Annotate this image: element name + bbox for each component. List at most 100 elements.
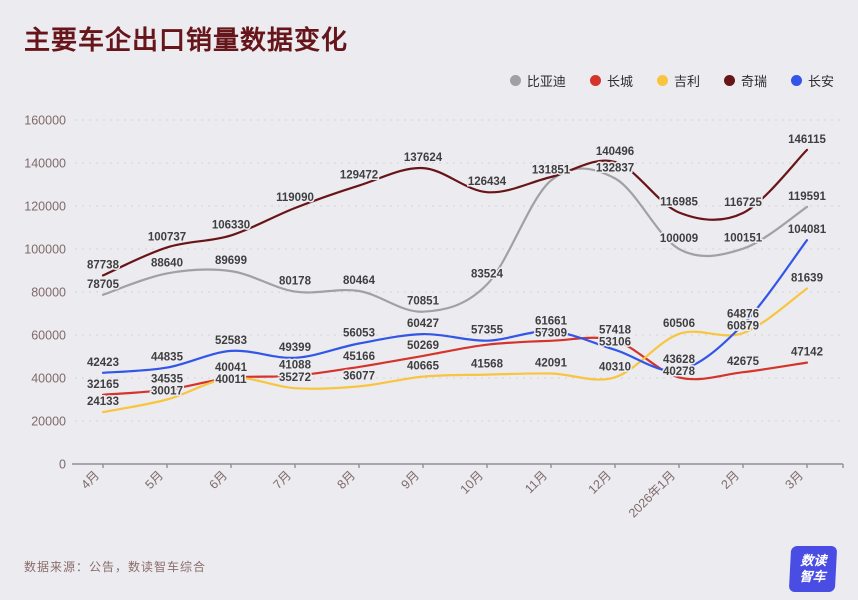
data-label-changan: 60427: [407, 318, 439, 330]
data-label-greatwall: 41088: [279, 360, 312, 372]
data-label-chery: 137624: [404, 152, 443, 164]
brand-logo-line1: 数读: [800, 552, 827, 568]
geely-legend-dot-icon: [656, 75, 668, 86]
y-axis-tick-label: 100000: [24, 243, 66, 257]
legend-label: 吉利: [673, 74, 700, 89]
chart-title: 主要车企出口销量数据变化: [24, 25, 349, 55]
x-axis-tick-label: 7月: [270, 468, 294, 492]
x-axis-tick-label: 10月: [458, 468, 487, 497]
data-label-chery: 87738: [87, 259, 120, 271]
data-label-changan: 42423: [87, 357, 119, 369]
data-label-geely: 41568: [471, 359, 504, 371]
data-label-greatwall: 57418: [599, 325, 632, 337]
legend-label: 长安: [807, 74, 834, 89]
chery-legend-dot-icon: [723, 75, 735, 86]
data-label-byd: 78705: [87, 279, 120, 291]
data-label-chery: 140496: [596, 146, 634, 158]
data-label-geely: 36077: [343, 370, 375, 382]
data-label-byd: 100151: [724, 233, 763, 245]
series-line-greatwall: [101, 336, 809, 396]
legend-item-byd[interactable]: 比亚迪: [509, 71, 566, 90]
series-line-geely: [101, 287, 809, 414]
data-label-greatwall: 57309: [535, 327, 567, 339]
data-label-geely: 81639: [791, 273, 823, 285]
data-label-byd: 100009: [660, 233, 698, 245]
data-label-changan: 53106: [599, 337, 631, 349]
data-label-geely: 40011: [215, 374, 247, 386]
data-label-byd: 88640: [151, 257, 183, 269]
data-label-greatwall: 50269: [407, 340, 439, 352]
legend-item-greatwall[interactable]: 长城: [589, 71, 633, 90]
legend-label: 奇瑞: [740, 74, 767, 89]
data-label-chery: 116985: [660, 197, 698, 209]
x-axis-tick-label: 12月: [586, 468, 615, 497]
data-label-greatwall: 45166: [343, 351, 375, 363]
y-axis-tick-label: 40000: [31, 372, 66, 386]
data-label-geely: 60879: [727, 321, 759, 333]
x-axis-tick-label: 8月: [334, 468, 358, 492]
data-label-byd: 132837: [596, 162, 634, 174]
data-label-geely: 40665: [407, 361, 440, 373]
data-label-geely: 40310: [599, 361, 631, 373]
data-label-byd: 119591: [788, 191, 826, 203]
changan-legend-dot-icon: [790, 75, 802, 86]
series-line-changan: [101, 239, 809, 374]
data-label-greatwall: 40041: [215, 362, 248, 374]
data-label-byd: 131851: [532, 165, 571, 177]
data-label-changan: 56053: [343, 328, 375, 340]
data-label-geely: 60506: [663, 318, 695, 330]
data-label-changan: 52583: [215, 335, 247, 347]
data-label-greatwall: 42675: [727, 356, 760, 368]
data-label-changan: 61661: [535, 315, 568, 327]
y-axis-tick-label: 160000: [24, 114, 66, 128]
byd-legend-dot-icon: [509, 75, 521, 86]
y-axis-tick-label: 120000: [24, 200, 66, 214]
series-line-chery: [101, 148, 809, 277]
data-label-geely: 42091: [535, 358, 568, 370]
brand-logo-line2: 智车: [799, 569, 826, 584]
data-label-changan: 44835: [151, 352, 184, 364]
x-axis-tick-label: 4月: [78, 468, 102, 492]
data-label-chery: 146115: [788, 134, 826, 146]
data-label-geely: 30017: [151, 386, 183, 398]
brand-logo-icon: 数读 智车: [788, 546, 838, 592]
series-line-byd: [101, 167, 809, 313]
x-axis-tick-label: 2月: [718, 468, 742, 492]
legend-item-geely[interactable]: 吉利: [656, 71, 700, 90]
legend-item-chery[interactable]: 奇瑞: [723, 71, 767, 90]
x-axis-tick-label: 2026年1月: [626, 468, 678, 520]
legend-label: 比亚迪: [526, 74, 566, 89]
greatwall-legend-dot-icon: [589, 75, 601, 86]
data-label-changan: 49399: [279, 342, 311, 354]
data-label-greatwall: 40278: [663, 366, 696, 378]
y-axis-tick-label: 80000: [31, 286, 66, 300]
y-axis-tick-label: 0: [59, 458, 66, 472]
x-axis-tick-label: 9月: [398, 468, 422, 492]
data-label-chery: 119090: [276, 192, 314, 204]
data-label-changan: 57355: [471, 325, 504, 337]
data-label-greatwall: 34535: [151, 374, 184, 386]
data-label-chery: 126434: [468, 176, 507, 188]
data-label-changan: 64876: [727, 309, 759, 321]
data-label-byd: 89699: [215, 255, 247, 267]
data-label-chery: 100737: [148, 231, 186, 243]
legend-item-changan[interactable]: 长安: [790, 71, 834, 90]
legend-label: 长城: [606, 74, 633, 89]
source-note: 数据来源：公告，数读智车综合: [24, 560, 207, 574]
data-label-greatwall: 32165: [87, 379, 120, 391]
x-axis-tick-label: 5月: [142, 468, 166, 492]
legend: 比亚迪 长城 吉利 奇瑞 长安: [509, 71, 834, 90]
data-label-byd: 80178: [279, 276, 312, 288]
data-label-byd: 70851: [407, 296, 440, 308]
y-axis-tick-label: 140000: [24, 157, 66, 171]
x-axis-tick-label: 6月: [206, 468, 230, 492]
y-axis-tick-label: 20000: [31, 415, 66, 429]
data-label-chery: 106330: [212, 219, 250, 231]
data-label-byd: 83524: [471, 268, 504, 280]
x-axis-tick-label: 11月: [522, 468, 550, 496]
x-axis-tick-label: 3月: [782, 468, 806, 492]
data-label-changan: 104081: [788, 224, 827, 236]
data-label-greatwall: 47142: [791, 347, 823, 359]
